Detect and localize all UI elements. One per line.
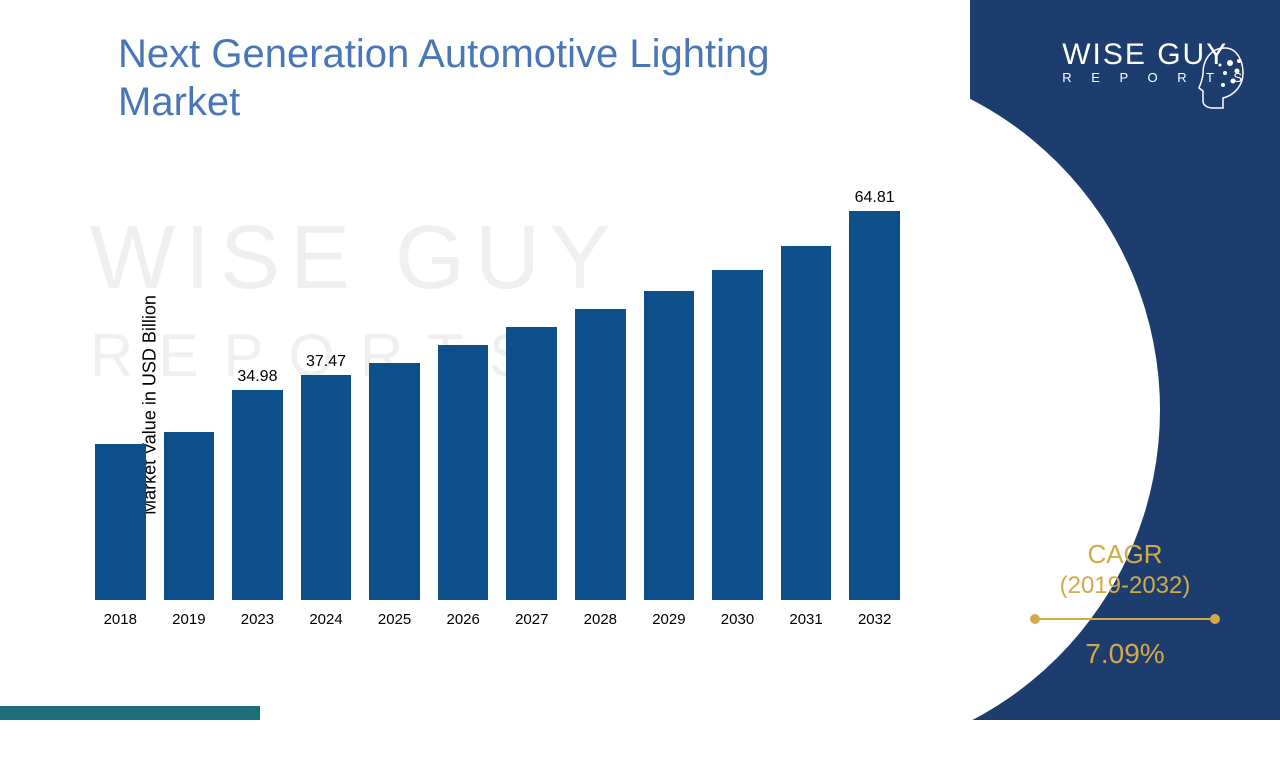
x-tick-label: 2025 [369, 605, 420, 630]
cagr-block: CAGR (2019-2032) 7.09% [1010, 539, 1240, 670]
cagr-value: 7.09% [1010, 638, 1240, 670]
bar [95, 444, 146, 600]
bar [712, 270, 763, 600]
x-tick-label: 2026 [438, 605, 489, 630]
bar [781, 246, 832, 600]
bar-value-label: 34.98 [237, 368, 277, 386]
bar-chart: Market Value in USD Billion 34.9837.4764… [55, 180, 905, 630]
bar [301, 375, 352, 600]
bar [506, 327, 557, 600]
brand-logo: WISE GUY R E P O R T S [1062, 38, 1250, 85]
bar-group: 37.47 [301, 180, 352, 600]
x-tick-label: 2030 [712, 605, 763, 630]
x-tick-label: 2024 [301, 605, 352, 630]
bar-group [575, 180, 626, 600]
bar [164, 432, 215, 600]
bars-area: 34.98 37.47 64.81 [90, 180, 905, 600]
x-tick-label: 2031 [781, 605, 832, 630]
bar [438, 345, 489, 600]
bar-group [644, 180, 695, 600]
bar-group [95, 180, 146, 600]
cagr-title: CAGR [1010, 539, 1240, 570]
head-icon [1195, 43, 1255, 113]
bar [369, 363, 420, 600]
bar [575, 309, 626, 600]
bottom-accent-bar [0, 706, 260, 720]
x-axis-labels: 2018 2019 2023 2024 2025 2026 2027 2028 2029 2030… [90, 605, 905, 630]
x-tick-label: 2019 [164, 605, 215, 630]
bar-group [506, 180, 557, 600]
cagr-range: (2019-2032) [1010, 572, 1240, 600]
bar-group [781, 180, 832, 600]
main-area: Next Generation Automotive Lighting Mark… [0, 0, 970, 720]
x-tick-label: 2032 [849, 605, 900, 630]
x-tick-label: 2028 [575, 605, 626, 630]
bar [849, 211, 900, 600]
bar-group: 64.81 [849, 180, 900, 600]
chart-title: Next Generation Automotive Lighting Mark… [118, 30, 878, 126]
bar-value-label: 64.81 [855, 189, 895, 207]
bar-group [164, 180, 215, 600]
bar-group: 34.98 [232, 180, 283, 600]
x-tick-label: 2018 [95, 605, 146, 630]
cagr-divider [1035, 618, 1215, 620]
bar-group [712, 180, 763, 600]
bar-group [438, 180, 489, 600]
x-tick-label: 2029 [644, 605, 695, 630]
bar [232, 390, 283, 600]
x-tick-label: 2023 [232, 605, 283, 630]
bar-group [369, 180, 420, 600]
bar-value-label: 37.47 [306, 353, 346, 371]
x-tick-label: 2027 [506, 605, 557, 630]
bar [644, 291, 695, 600]
